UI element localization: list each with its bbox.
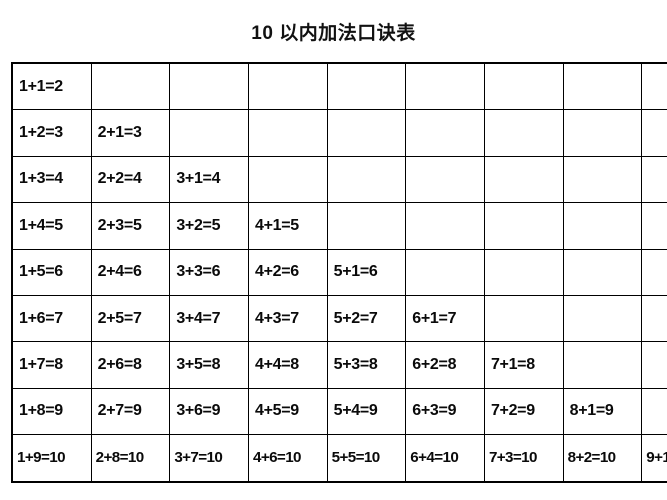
table-cell-empty <box>326 202 407 250</box>
table-row: 1+8=9 2+7=9 3+6=9 4+5=9 5+4=9 6+3=9 7+2=9 8+1=9 <box>11 387 667 436</box>
table-row: 1+5=6 2+4=6 3+3=6 4+2=6 5+1=6 <box>11 248 667 296</box>
table-cell-empty <box>641 62 667 111</box>
table-cell: 3+5=8 <box>169 341 249 389</box>
table-cell: 4+2=6 <box>247 248 328 296</box>
table-cell-empty <box>405 109 485 157</box>
table-cell-empty <box>562 202 643 250</box>
table-cell: 2+4=6 <box>90 248 171 296</box>
table-cell: 5+2=7 <box>326 294 407 343</box>
table-cell: 4+5=9 <box>247 387 328 436</box>
table-cell: 1+2=3 <box>11 109 92 157</box>
table-cell-empty <box>562 109 643 157</box>
table-cell-empty <box>483 294 564 343</box>
table-cell: 4+1=5 <box>247 202 328 250</box>
table-cell: 3+1=4 <box>169 155 249 204</box>
table-cell-empty <box>326 155 407 204</box>
table-cell-empty <box>641 248 667 296</box>
table-row: 1+4=5 2+3=5 3+2=5 4+1=5 <box>11 202 667 250</box>
table-cell-empty <box>641 155 667 204</box>
table-cell: 2+5=7 <box>90 294 171 343</box>
table-cell: 6+4=10 <box>405 434 485 483</box>
table-cell-empty <box>326 109 407 157</box>
table-row: 1+2=3 2+1=3 <box>11 109 667 157</box>
table-cell: 3+6=9 <box>169 387 249 436</box>
table-cell-empty <box>247 155 328 204</box>
table-cell-empty <box>641 202 667 250</box>
table-cell: 7+2=9 <box>483 387 564 436</box>
table-cell: 2+6=8 <box>90 341 171 389</box>
table-cell-empty <box>641 341 667 389</box>
table-cell: 8+1=9 <box>562 387 643 436</box>
table-cell: 1+7=8 <box>11 341 92 389</box>
table-cell: 2+2=4 <box>90 155 171 204</box>
table-cell-empty <box>562 341 643 389</box>
table-cell-empty <box>562 294 643 343</box>
table-cell-empty <box>483 202 564 250</box>
table-cell: 8+2=10 <box>562 434 643 483</box>
table-cell: 1+6=7 <box>11 294 92 343</box>
table-cell-empty <box>405 202 485 250</box>
table-cell: 3+2=5 <box>169 202 249 250</box>
table-cell-empty <box>483 155 564 204</box>
table-cell: 6+2=8 <box>405 341 485 389</box>
addition-table-body: 1+1=2 1+2=3 2+1=3 1+3=4 2+2=4 3+1=4 1+4=5 2+3=5… <box>11 62 667 483</box>
table-cell-empty <box>405 155 485 204</box>
table-cell-empty <box>169 62 249 111</box>
table-cell: 5+3=8 <box>326 341 407 389</box>
table-cell: 4+6=10 <box>247 434 328 483</box>
table-cell: 1+1=2 <box>11 62 92 111</box>
table-row: 1+1=2 <box>11 62 667 111</box>
table-cell: 6+3=9 <box>405 387 485 436</box>
table-cell: 4+4=8 <box>247 341 328 389</box>
table-cell: 5+1=6 <box>326 248 407 296</box>
table-cell: 1+8=9 <box>11 387 92 436</box>
table-cell: 9+1=10 <box>641 434 667 483</box>
table-row: 1+6=7 2+5=7 3+4=7 4+3=7 5+2=7 6+1=7 <box>11 294 667 343</box>
table-cell-empty <box>641 109 667 157</box>
page-title: 10 以内加法口诀表 <box>251 23 416 44</box>
table-cell: 3+4=7 <box>169 294 249 343</box>
table-cell: 3+3=6 <box>169 248 249 296</box>
addition-table-container: 1+1=2 1+2=3 2+1=3 1+3=4 2+2=4 3+1=4 1+4=5 2+3=5… <box>11 62 667 483</box>
table-cell-empty <box>405 62 485 111</box>
table-cell: 1+3=4 <box>11 155 92 204</box>
table-cell-empty <box>90 62 171 111</box>
table-cell-empty <box>483 109 564 157</box>
table-cell-empty <box>641 294 667 343</box>
table-cell-empty <box>405 248 485 296</box>
addition-table: 1+1=2 1+2=3 2+1=3 1+3=4 2+2=4 3+1=4 1+4=5 2+3=5… <box>11 62 667 483</box>
table-row: 1+9=10 2+8=10 3+7=10 4+6=10 5+5=10 6+4=10 7+3=… <box>11 434 667 483</box>
table-cell: 2+7=9 <box>90 387 171 436</box>
table-cell-empty <box>326 62 407 111</box>
table-cell: 2+3=5 <box>90 202 171 250</box>
table-cell-empty <box>562 62 643 111</box>
table-cell-empty <box>169 109 249 157</box>
table-cell: 1+9=10 <box>11 434 92 483</box>
table-cell-empty <box>562 248 643 296</box>
table-cell-empty <box>247 62 328 111</box>
table-cell: 1+5=6 <box>11 248 92 296</box>
table-cell: 6+1=7 <box>405 294 485 343</box>
table-cell: 2+8=10 <box>90 434 171 483</box>
table-cell-empty <box>483 62 564 111</box>
table-cell: 2+1=3 <box>90 109 171 157</box>
table-cell: 7+1=8 <box>483 341 564 389</box>
table-cell-empty <box>483 248 564 296</box>
table-row: 1+3=4 2+2=4 3+1=4 <box>11 155 667 204</box>
table-cell: 1+4=5 <box>11 202 92 250</box>
table-cell-empty <box>641 387 667 436</box>
table-cell: 3+7=10 <box>169 434 249 483</box>
table-cell: 7+3=10 <box>483 434 564 483</box>
table-cell: 5+4=9 <box>326 387 407 436</box>
table-row: 1+7=8 2+6=8 3+5=8 4+4=8 5+3=8 6+2=8 7+1=8 <box>11 341 667 389</box>
table-cell: 4+3=7 <box>247 294 328 343</box>
table-cell-empty <box>562 155 643 204</box>
table-cell: 5+5=10 <box>326 434 407 483</box>
table-cell-empty <box>247 109 328 157</box>
